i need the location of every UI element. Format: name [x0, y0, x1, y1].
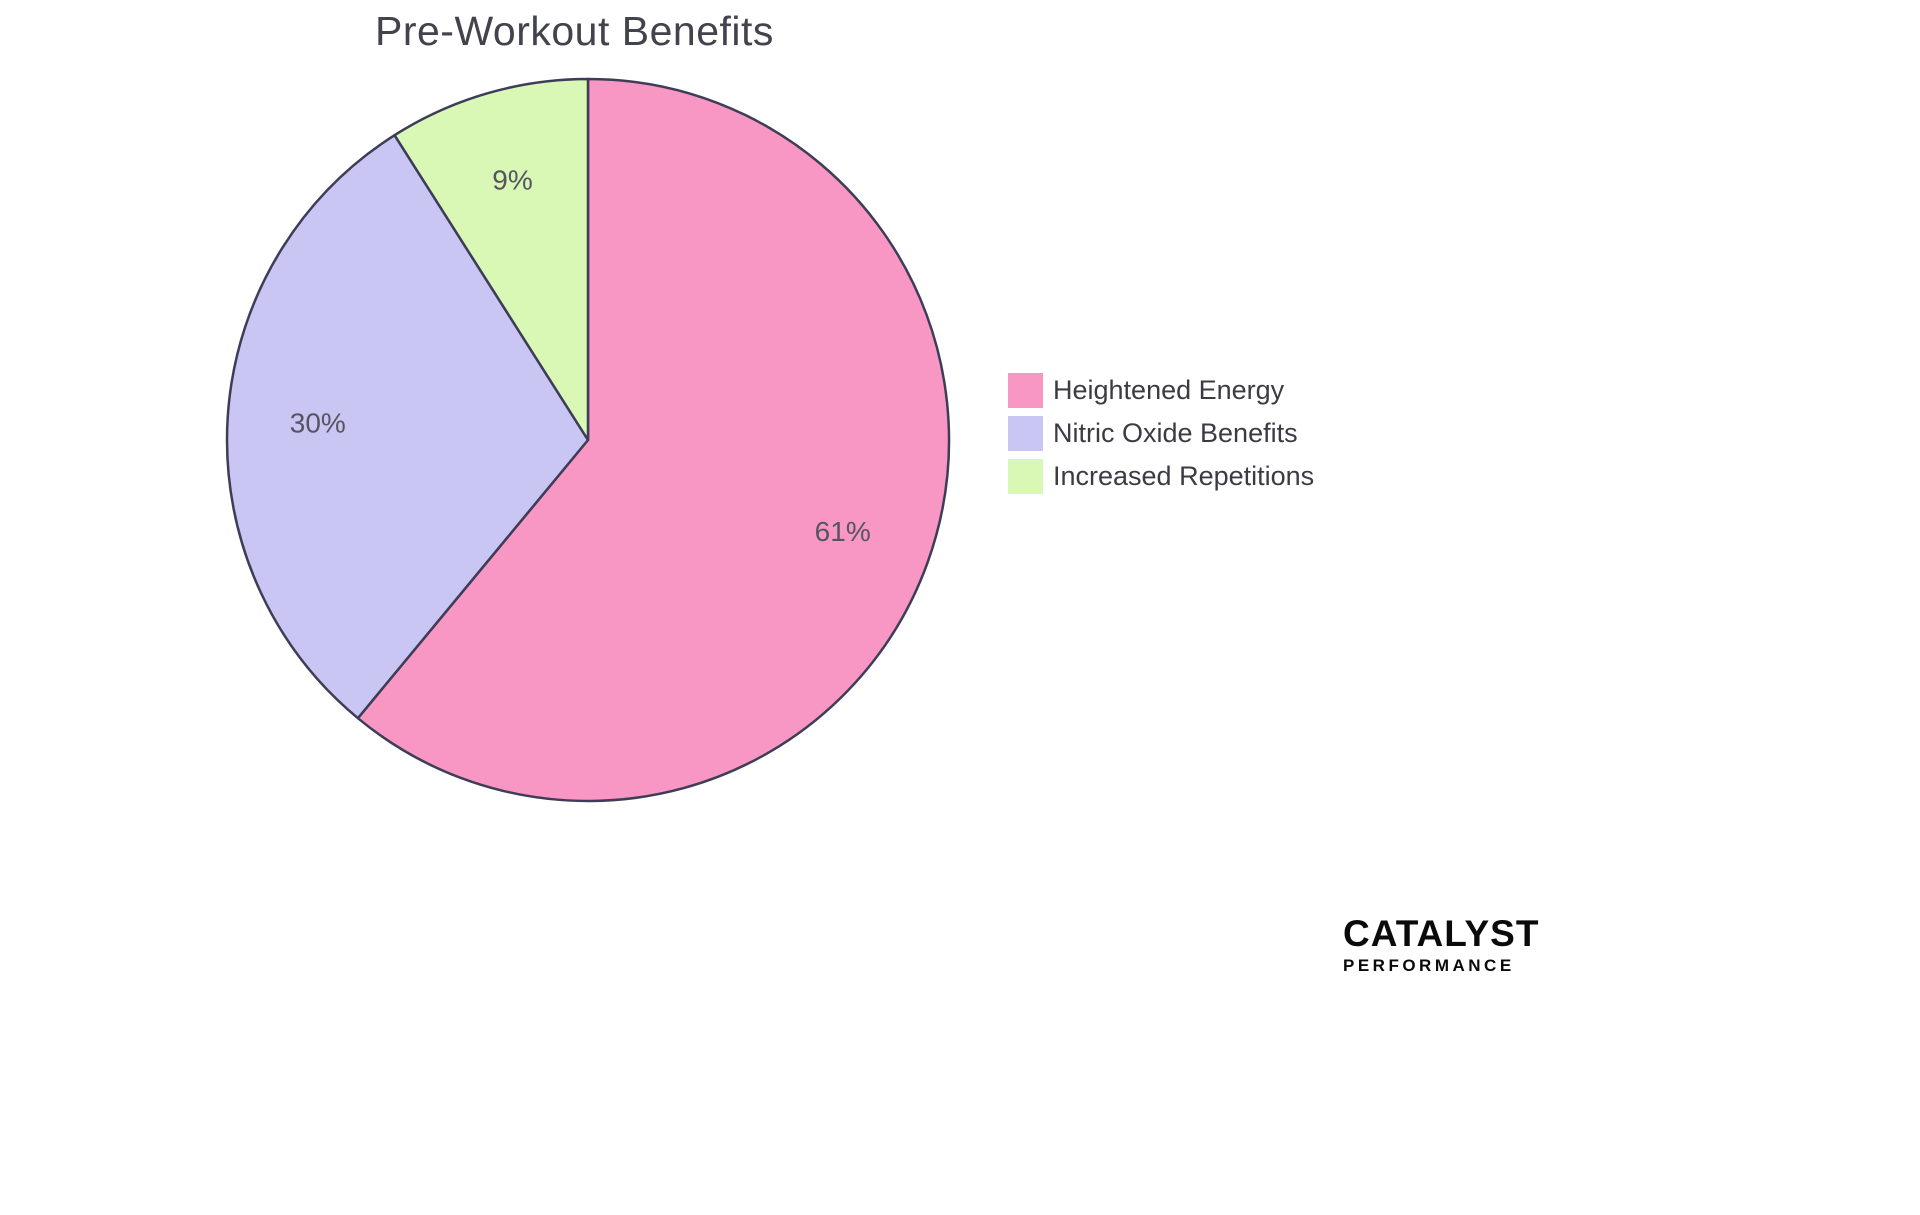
legend: Heightened Energy Nitric Oxide Benefits … [1008, 373, 1314, 494]
pie-chart-svg: 61% 30% 9% [225, 77, 951, 803]
legend-label: Heightened Energy [1053, 375, 1285, 405]
brand-subtitle: PERFORMANCE [1343, 956, 1515, 975]
pie-slice-2 [393, 77, 590, 442]
pie-slice-0 [356, 77, 951, 803]
legend-swatch-icon [1008, 416, 1043, 451]
pie-percent-label-0: 61% [815, 516, 871, 547]
legend-swatch-icon [1008, 459, 1043, 494]
pie-slice-1 [225, 133, 590, 720]
legend-item-nitric-oxide-benefits: Nitric Oxide Benefits [1008, 416, 1314, 451]
brand-logo: CATALYST PERFORMANCE [1343, 915, 1539, 976]
legend-item-increased-repetitions: Increased Repetitions [1008, 459, 1314, 494]
pie-percent-label-2: 9% [492, 165, 532, 196]
brand-name: CATALYST [1343, 913, 1540, 954]
pie-percent-label-1: 30% [290, 408, 346, 439]
legend-label: Nitric Oxide Benefits [1053, 418, 1298, 448]
chart-title: Pre-Workout Benefits [375, 8, 774, 54]
legend-item-heightened-energy: Heightened Energy [1008, 373, 1314, 408]
pie-chart: 61% 30% 9% [222, 74, 954, 806]
legend-label: Increased Repetitions [1053, 461, 1315, 491]
legend-swatch-icon [1008, 373, 1043, 408]
